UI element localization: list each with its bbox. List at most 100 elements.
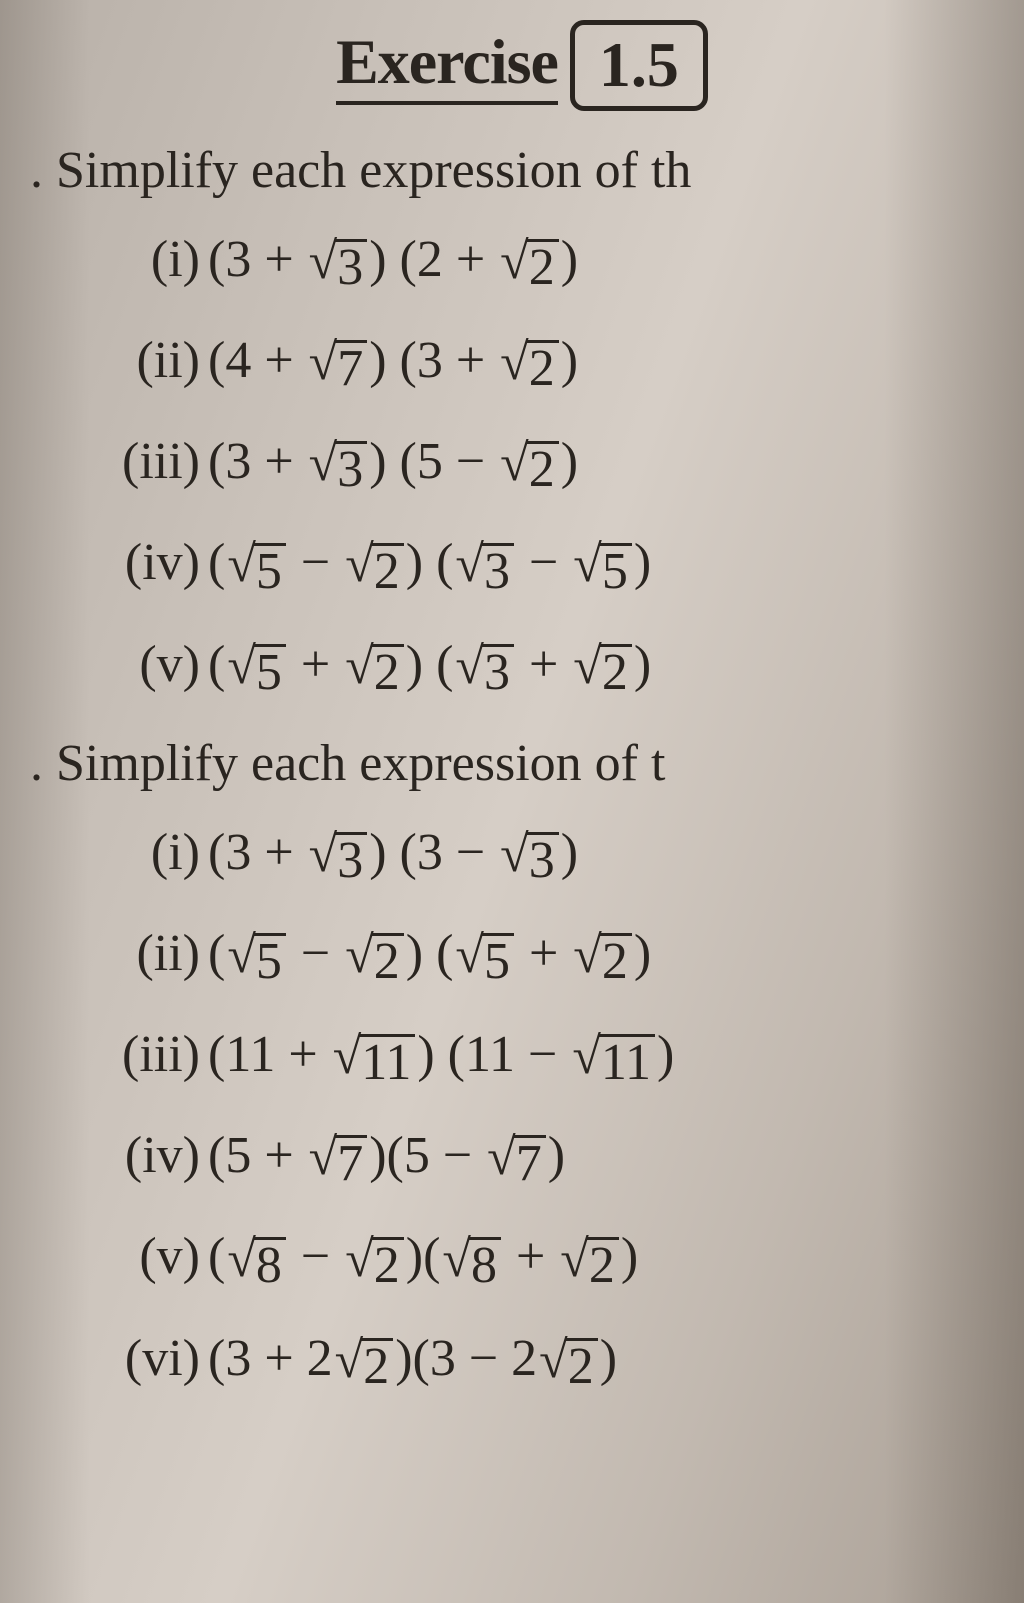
radicand: 3 [482,543,514,598]
radicand: 5 [254,644,286,699]
list-item: (vi)(3 + 2√2)(3 − 2√2) [80,1317,1004,1400]
expr-text: − [516,534,571,591]
radical-icon: √ [309,438,338,490]
expression: (√5 − √2) (√5 + √2) [208,925,651,982]
radical-icon: √ [560,1234,589,1286]
sqrt: √7 [487,1130,546,1185]
radicand: 2 [372,1237,404,1292]
radical-icon: √ [333,1031,362,1083]
expr-text: ( [208,534,225,591]
expr-text: ) (2 + [369,231,498,288]
radical-icon: √ [227,539,256,591]
sqrt: √5 [227,639,286,694]
exercise-header: Exercise 1.5 [40,20,1004,111]
expression: (3 + 2√2)(3 − 2√2) [208,1330,617,1387]
radical-icon: √ [455,641,484,693]
expr-text: )( [406,1228,441,1285]
expr-text: (3 + [208,433,307,490]
item-number: (vi) [80,1317,200,1400]
radicand: 2 [372,644,404,699]
radical-icon: √ [309,337,338,389]
list-item: (iii)(3 + √3) (5 − √2) [80,420,1004,503]
expr-text: ) (3 − [369,824,498,881]
item-number: (iv) [80,521,200,604]
radicand: 2 [527,340,559,395]
sqrt: √7 [309,335,368,390]
radicand: 2 [361,1338,393,1393]
radicand: 2 [587,1237,619,1292]
list-item: (iii)(11 + √11) (11 − √11) [80,1013,1004,1096]
item-number: (iii) [80,420,200,503]
radical-icon: √ [309,829,338,881]
instruction: . Simplify each expression of t [30,734,1004,793]
radicand: 5 [482,933,514,988]
item-number: (iv) [80,1114,200,1197]
radical-icon: √ [442,1234,471,1286]
expr-text: ) [657,1026,674,1083]
radicand: 5 [254,933,286,988]
expr-text: ) [621,1228,638,1285]
radicand: 5 [600,543,632,598]
radical-icon: √ [500,438,529,490]
radicand: 8 [254,1237,286,1292]
radical-icon: √ [345,930,374,982]
radicand: 11 [599,1034,655,1089]
item-number: (ii) [80,912,200,995]
expression: (3 + √3) (5 − √2) [208,433,578,490]
list-item: (iv)(√5 − √2) (√3 − √5) [80,521,1004,604]
list-item: (i)(3 + √3) (2 + √2) [80,218,1004,301]
radicand: 2 [372,543,404,598]
expr-text: ) (5 − [369,433,498,490]
list-item: (v)(√5 + √2) (√3 + √2) [80,623,1004,706]
expr-text: ) ( [406,925,454,982]
sqrt: √3 [309,436,368,491]
radical-icon: √ [487,1132,516,1184]
radicand: 3 [335,239,367,294]
expr-text: + [503,1228,558,1285]
sqrt: √2 [345,537,404,592]
expr-text: (5 + [208,1127,307,1184]
sqrt: √8 [227,1231,286,1286]
expr-text: (4 + [208,332,307,389]
expression: (5 + √7)(5 − √7) [208,1127,565,1184]
sqrt: √5 [573,537,632,592]
expr-text: (3 + [208,824,307,881]
radicand: 3 [335,832,367,887]
expr-text: )(3 − 2 [395,1330,537,1387]
item-number: (i) [80,811,200,894]
expr-text: ) [561,824,578,881]
sqrt: √11 [572,1029,655,1084]
expr-text: ( [208,1228,225,1285]
radical-icon: √ [455,930,484,982]
radical-icon: √ [539,1335,568,1387]
expression: (3 + √3) (2 + √2) [208,231,578,288]
radical-icon: √ [227,641,256,693]
expr-text: ) [634,925,651,982]
expr-text: − [288,534,343,591]
sqrt: √2 [500,335,559,390]
expr-text: ) (11 − [417,1026,570,1083]
item-number: (v) [80,1215,200,1298]
radicand: 7 [335,340,367,395]
expr-text: ) [561,231,578,288]
radicand: 5 [254,543,286,598]
expr-text: (3 + [208,231,307,288]
exercise-number-box: 1.5 [570,20,708,111]
list-item: (i)(3 + √3) (3 − √3) [80,811,1004,894]
expression: (4 + √7) (3 + √2) [208,332,578,389]
radicand: 7 [514,1135,546,1190]
expr-text: ) [548,1127,565,1184]
item-number: (i) [80,218,200,301]
sqrt: √2 [500,234,559,289]
radical-icon: √ [572,1031,601,1083]
radical-icon: √ [335,1335,364,1387]
item-number: (v) [80,623,200,706]
expr-text: + [516,636,571,693]
radical-icon: √ [500,236,529,288]
expr-text: ) [600,1330,617,1387]
radicand: 3 [482,644,514,699]
list-item: (ii)(4 + √7) (3 + √2) [80,319,1004,402]
expr-text: ) [634,534,651,591]
sections-container: . Simplify each expression of th(i)(3 + … [40,141,1004,1400]
sqrt: √2 [500,436,559,491]
